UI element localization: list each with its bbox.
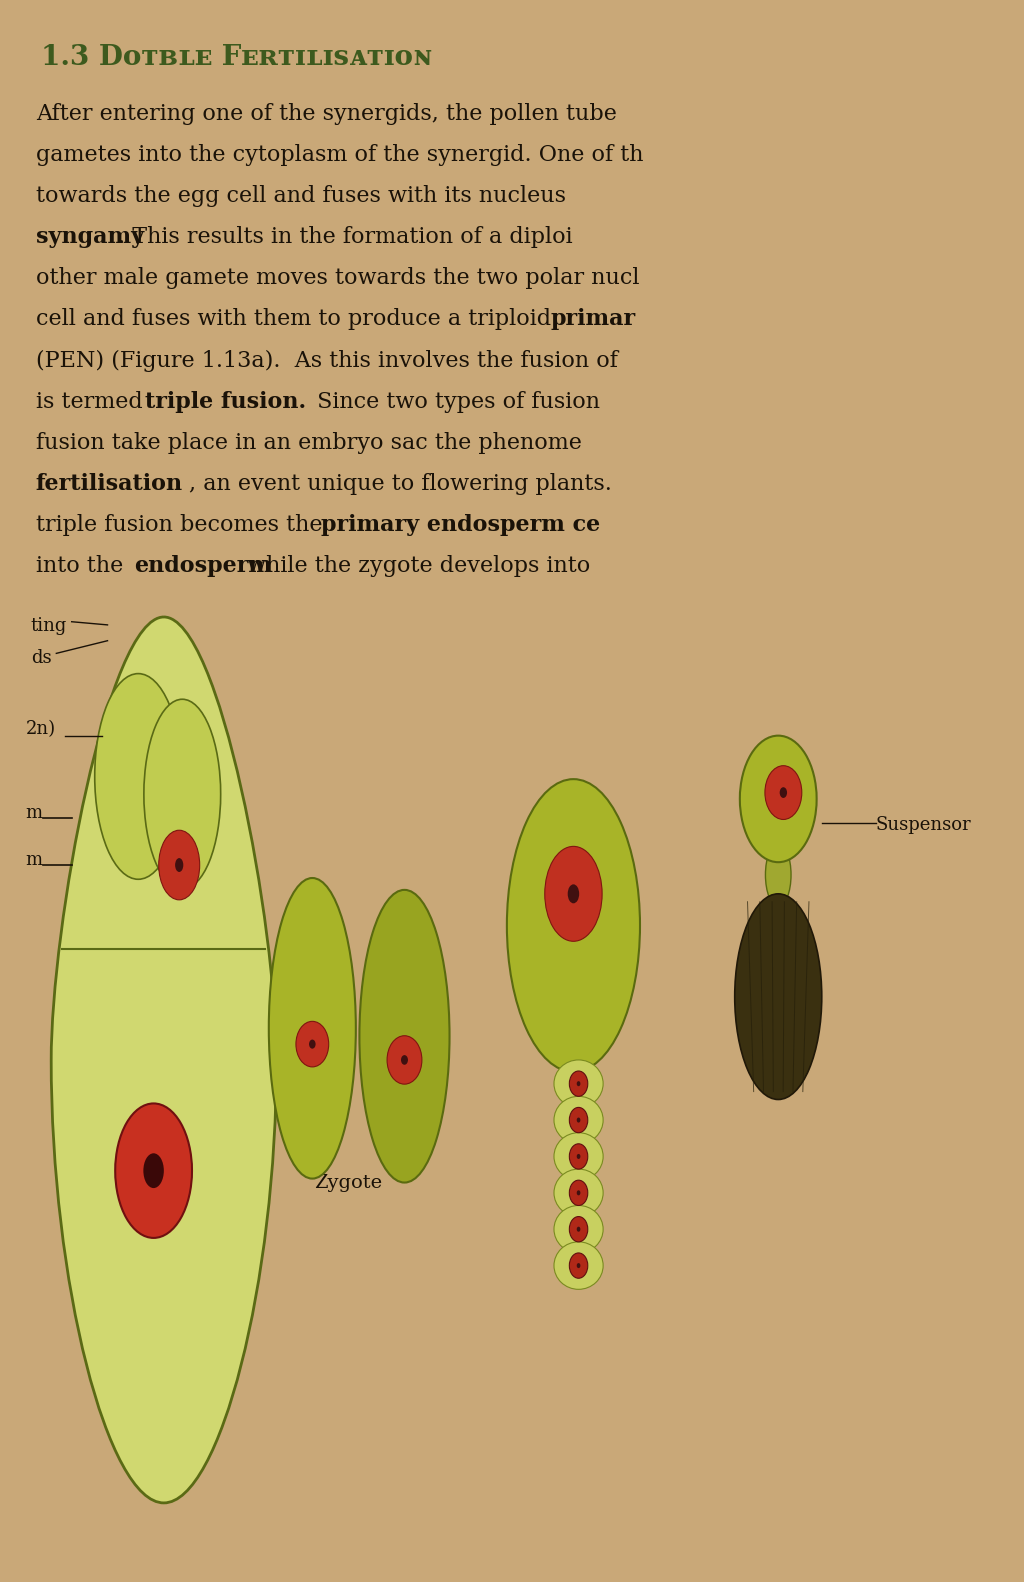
Ellipse shape [554, 1096, 603, 1144]
Text: Since two types of fusion: Since two types of fusion [310, 391, 600, 413]
Ellipse shape [309, 1039, 315, 1049]
Ellipse shape [735, 894, 822, 1099]
Ellipse shape [401, 1055, 408, 1065]
Text: . This results in the formation of a diploi: . This results in the formation of a dip… [119, 226, 572, 248]
Ellipse shape [268, 878, 356, 1179]
Text: endosperm: endosperm [134, 555, 272, 577]
Ellipse shape [779, 788, 787, 797]
Ellipse shape [569, 1107, 588, 1133]
Ellipse shape [387, 1036, 422, 1084]
Ellipse shape [159, 831, 200, 900]
Ellipse shape [577, 1117, 581, 1123]
Ellipse shape [569, 1253, 588, 1278]
Ellipse shape [569, 1217, 588, 1242]
Text: cell and fuses with them to produce a triploid: cell and fuses with them to produce a tr… [36, 308, 558, 331]
Ellipse shape [175, 857, 183, 872]
Ellipse shape [577, 1262, 581, 1269]
Text: while the zygote develops into: while the zygote develops into [241, 555, 591, 577]
Ellipse shape [554, 1133, 603, 1180]
Text: 2n): 2n) [26, 720, 55, 737]
PathPatch shape [51, 617, 276, 1503]
Ellipse shape [554, 1205, 603, 1253]
Ellipse shape [569, 1144, 588, 1169]
Ellipse shape [569, 1071, 588, 1096]
Text: ds: ds [31, 649, 51, 666]
Ellipse shape [296, 1022, 329, 1066]
Text: triple fusion becomes the: triple fusion becomes the [36, 514, 330, 536]
Text: 1.3 Dᴏᴛʙʟᴇ Fᴇʀᴛɪʟɪѕᴀᴛɪᴏɴ: 1.3 Dᴏᴛʙʟᴇ Fᴇʀᴛɪʟɪѕᴀᴛɪᴏɴ [41, 44, 433, 71]
Ellipse shape [143, 1153, 164, 1188]
Ellipse shape [143, 699, 221, 889]
Ellipse shape [554, 1169, 603, 1217]
Ellipse shape [739, 736, 817, 862]
Ellipse shape [507, 780, 640, 1073]
Ellipse shape [554, 1060, 603, 1107]
Ellipse shape [577, 1081, 581, 1087]
Text: primary endosperm ce: primary endosperm ce [321, 514, 600, 536]
Ellipse shape [766, 843, 791, 906]
Ellipse shape [94, 674, 182, 880]
Text: fusion take place in an embryo sac the phenome: fusion take place in an embryo sac the p… [36, 432, 582, 454]
Text: m: m [26, 804, 43, 821]
Ellipse shape [577, 1153, 581, 1160]
Text: fertilisation: fertilisation [36, 473, 183, 495]
Ellipse shape [359, 891, 450, 1183]
Ellipse shape [569, 1180, 588, 1205]
Text: After entering one of the synergids, the pollen tube: After entering one of the synergids, the… [36, 103, 616, 125]
Ellipse shape [577, 1226, 581, 1232]
Text: is termed: is termed [36, 391, 150, 413]
Ellipse shape [577, 1190, 581, 1196]
Text: into the: into the [36, 555, 130, 577]
Text: primar: primar [551, 308, 636, 331]
Ellipse shape [567, 884, 580, 903]
Text: Suspensor: Suspensor [876, 816, 971, 834]
Ellipse shape [545, 846, 602, 941]
Ellipse shape [765, 766, 802, 819]
Text: towards the egg cell and fuses with its nucleus: towards the egg cell and fuses with its … [36, 185, 566, 207]
Text: Zygote: Zygote [314, 1174, 382, 1191]
Text: ting: ting [31, 617, 68, 634]
Text: other male gamete moves towards the two polar nucl: other male gamete moves towards the two … [36, 267, 639, 290]
Ellipse shape [115, 1104, 193, 1237]
Text: triple fusion.: triple fusion. [145, 391, 306, 413]
Ellipse shape [554, 1242, 603, 1289]
Text: , an event unique to flowering plants.: , an event unique to flowering plants. [188, 473, 611, 495]
Text: m: m [26, 851, 43, 869]
Text: (PEN) (Figure 1.13a).  As this involves the fusion of: (PEN) (Figure 1.13a). As this involves t… [36, 350, 617, 372]
Text: gametes into the cytoplasm of the synergid. One of th: gametes into the cytoplasm of the synerg… [36, 144, 643, 166]
Text: syngamy: syngamy [36, 226, 144, 248]
